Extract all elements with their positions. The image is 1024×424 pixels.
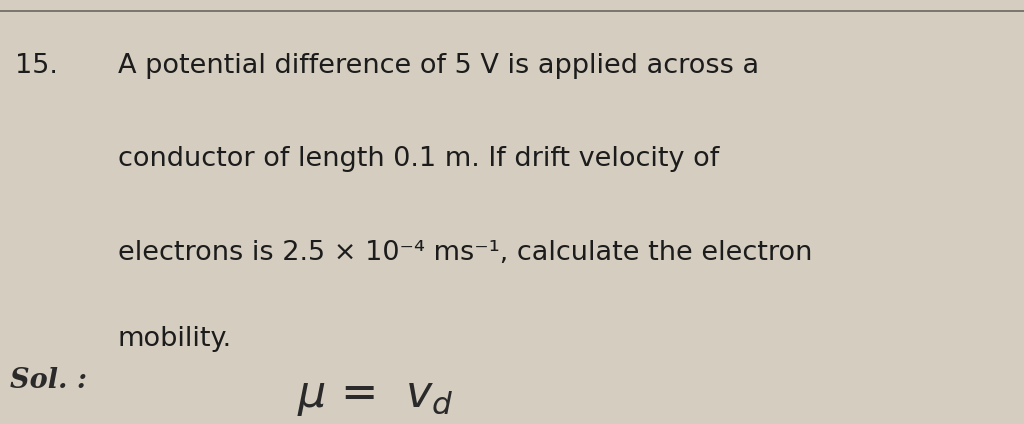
Text: mobility.: mobility.	[118, 326, 231, 352]
Text: conductor of length 0.1 m. If drift velocity of: conductor of length 0.1 m. If drift velo…	[118, 146, 719, 172]
Text: 15.: 15.	[15, 53, 58, 79]
Text: Sol. :: Sol. :	[10, 367, 87, 394]
Text: A potential difference of 5 V is applied across a: A potential difference of 5 V is applied…	[118, 53, 759, 79]
Text: $\mathit{\mu}$ =  $\mathit{v_d}$: $\mathit{\mu}$ = $\mathit{v_d}$	[297, 375, 454, 418]
Text: electrons is 2.5 × 10⁻⁴ ms⁻¹, calculate the electron: electrons is 2.5 × 10⁻⁴ ms⁻¹, calculate …	[118, 240, 812, 265]
